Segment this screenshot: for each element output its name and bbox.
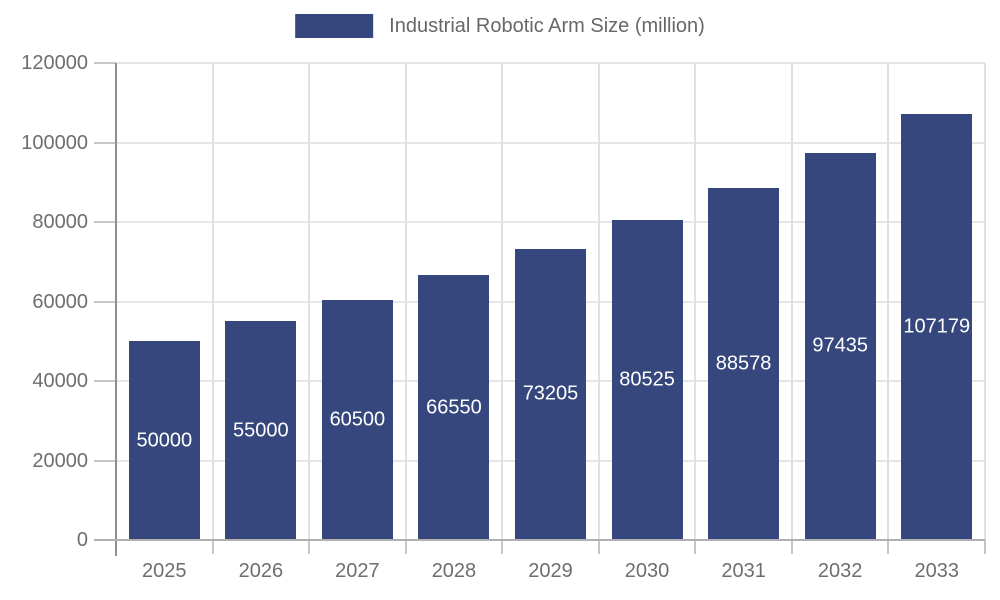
legend-swatch-icon bbox=[295, 14, 374, 38]
bar: 66550 bbox=[418, 275, 490, 540]
x-axis-tick-label: 2025 bbox=[142, 560, 187, 582]
gridline-vertical bbox=[694, 63, 697, 540]
x-axis-tick-label: 2031 bbox=[721, 560, 766, 582]
gridline-vertical bbox=[887, 63, 890, 540]
bar-value-label: 80525 bbox=[619, 368, 675, 391]
x-axis-tick bbox=[984, 540, 986, 554]
bar: 50000 bbox=[128, 341, 200, 540]
x-axis-tick bbox=[887, 540, 890, 554]
x-axis-tick-label: 2033 bbox=[914, 560, 959, 582]
y-axis-tick-label: 0 bbox=[76, 529, 88, 551]
bar-value-label: 73205 bbox=[522, 382, 579, 405]
y-axis-tick bbox=[94, 300, 116, 303]
x-axis-tick-label: 2030 bbox=[624, 560, 670, 582]
gridline-vertical bbox=[501, 63, 504, 540]
bar-value-label: 50000 bbox=[136, 429, 193, 452]
bar: 55000 bbox=[225, 321, 297, 540]
legend-label: Industrial Robotic Arm Size (million) bbox=[389, 14, 705, 37]
bar: 97435 bbox=[804, 152, 876, 540]
x-axis-tick-label: 2032 bbox=[817, 560, 863, 582]
x-axis-tick-label: 2027 bbox=[335, 560, 380, 582]
gridline-horizontal bbox=[116, 62, 985, 64]
y-axis-line bbox=[115, 63, 117, 556]
gridline-horizontal bbox=[116, 141, 985, 144]
y-axis-tick-label: 100000 bbox=[21, 131, 88, 154]
bar: 88578 bbox=[708, 187, 780, 540]
x-axis-tick bbox=[501, 540, 504, 554]
gridline-vertical bbox=[211, 63, 214, 540]
y-axis-tick-label: 120000 bbox=[21, 52, 88, 74]
bar-value-label: 55000 bbox=[233, 419, 289, 442]
x-axis-tick bbox=[211, 540, 214, 554]
x-axis-tick-label: 2028 bbox=[431, 560, 477, 582]
gridline-vertical bbox=[597, 63, 600, 540]
y-axis-tick-label: 20000 bbox=[32, 449, 88, 472]
y-axis-tick-label: 80000 bbox=[32, 211, 88, 233]
x-axis-tick bbox=[308, 540, 311, 554]
gridline-vertical bbox=[308, 63, 311, 540]
x-axis-line bbox=[94, 539, 985, 541]
y-axis-tick bbox=[94, 141, 116, 144]
bar-value-label: 66550 bbox=[426, 396, 482, 419]
x-axis-tick bbox=[597, 540, 600, 554]
y-axis-tick bbox=[94, 62, 116, 64]
y-axis-tick bbox=[94, 221, 116, 223]
x-axis-tick bbox=[404, 540, 407, 554]
bar: 80525 bbox=[611, 219, 683, 540]
gridline-vertical bbox=[984, 63, 986, 540]
gridline-vertical bbox=[404, 63, 407, 540]
x-axis-tick-label: 2029 bbox=[528, 560, 573, 582]
bar-value-label: 60500 bbox=[329, 408, 386, 431]
bar: 107179 bbox=[901, 113, 973, 540]
x-axis-tick-label: 2026 bbox=[238, 560, 284, 582]
y-axis-tick bbox=[94, 380, 116, 382]
bar-value-label: 107179 bbox=[903, 315, 971, 338]
x-axis-tick bbox=[694, 540, 697, 554]
y-axis-tick bbox=[94, 459, 116, 462]
x-axis-tick bbox=[790, 540, 793, 554]
bar: 60500 bbox=[321, 299, 393, 540]
bar-value-label: 88578 bbox=[715, 352, 772, 375]
y-axis-tick-label: 40000 bbox=[32, 370, 88, 392]
y-axis-tick-label: 60000 bbox=[32, 290, 88, 313]
bar: 73205 bbox=[515, 249, 586, 540]
bar-value-label: 97435 bbox=[812, 334, 868, 357]
gridline-horizontal bbox=[116, 221, 985, 223]
legend[interactable]: Industrial Robotic Arm Size (million) bbox=[295, 14, 705, 38]
gridline-vertical bbox=[790, 63, 793, 540]
